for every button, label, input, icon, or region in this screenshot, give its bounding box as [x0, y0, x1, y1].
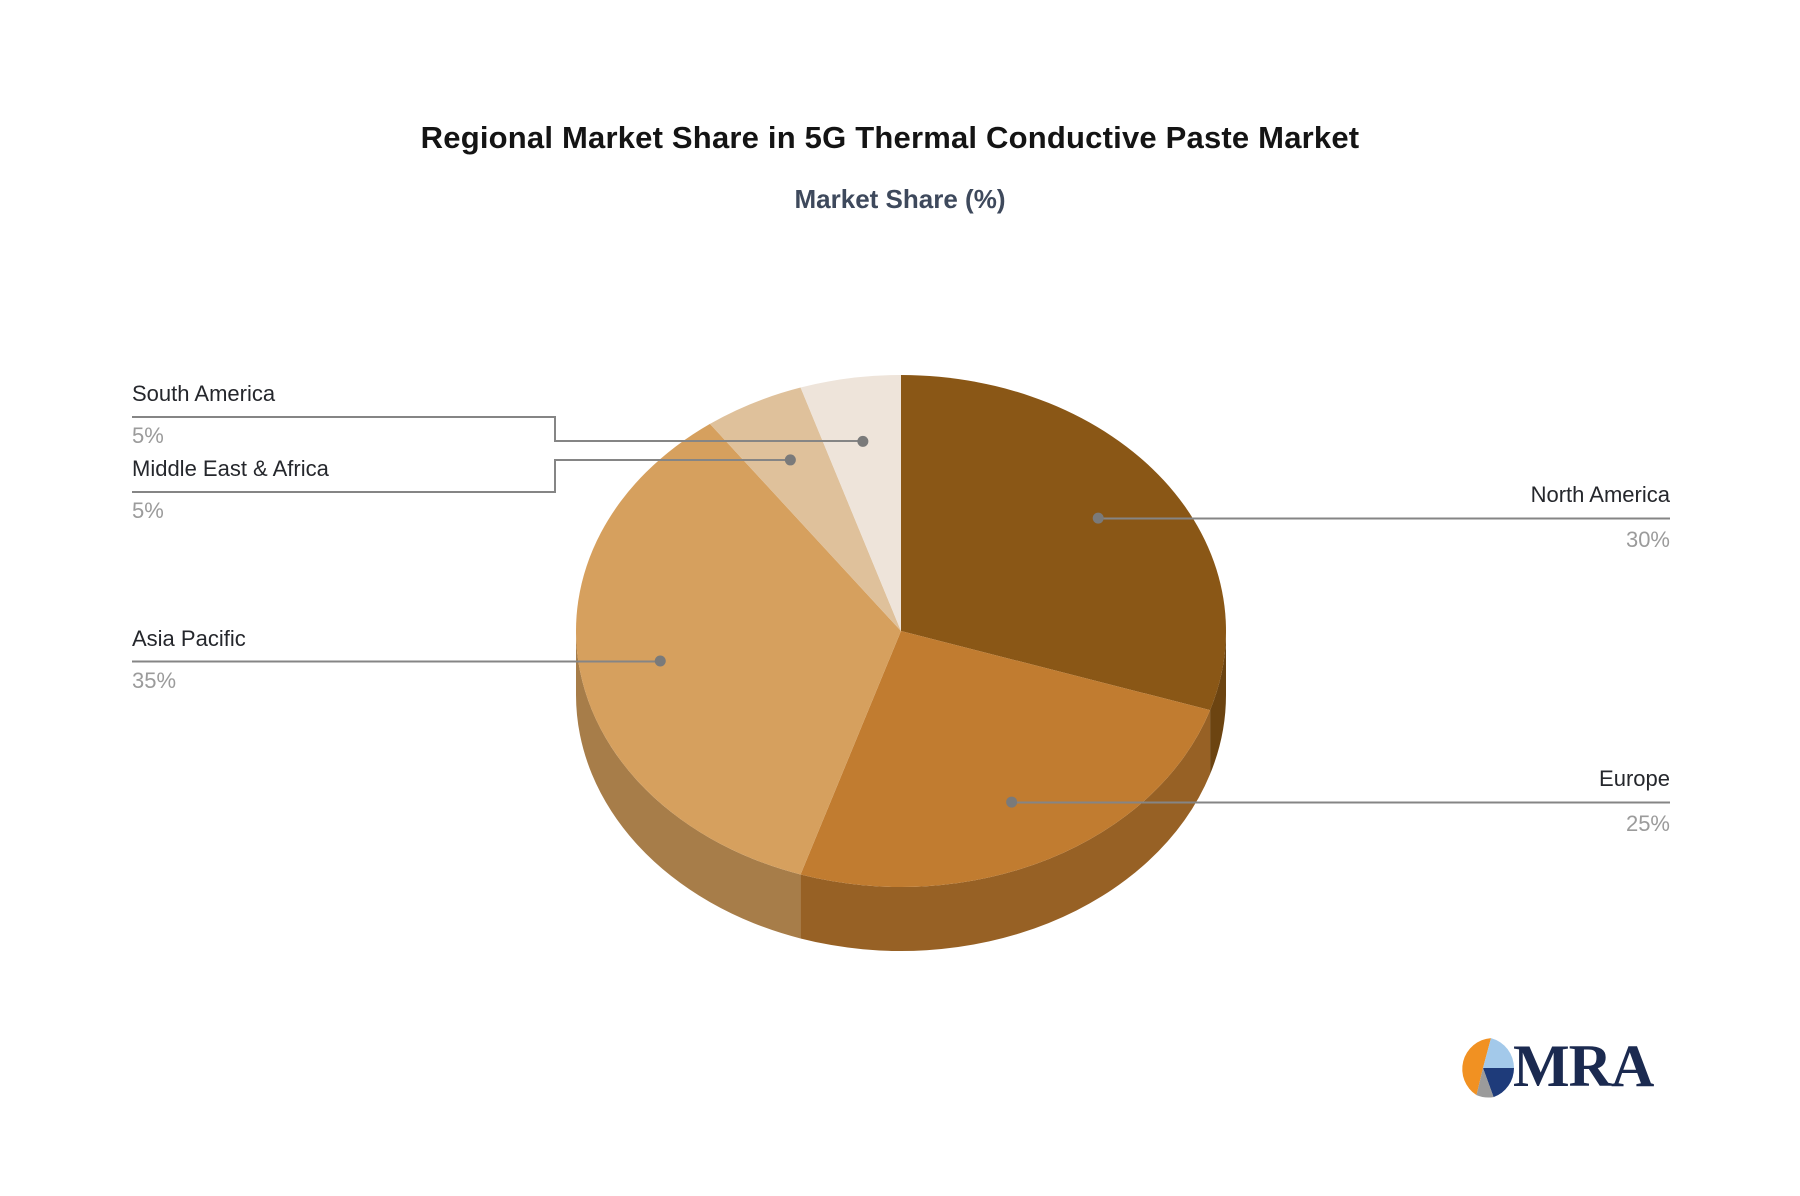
callout-line-south-america — [132, 416, 863, 442]
pie-rim-asia-pacific — [576, 631, 801, 939]
pie-rim-europe — [800, 710, 1211, 951]
pie-slice-europe — [800, 631, 1211, 887]
pie-slice-north-america — [901, 375, 1226, 711]
callout-connectors-group — [132, 416, 1670, 804]
callout-dot-middle-east-africa — [784, 454, 796, 466]
page-subtitle: Market Share (%) — [794, 184, 1006, 214]
logo-slice-navy — [1483, 1068, 1514, 1098]
callout-dot-south-america — [857, 435, 869, 447]
callout-dot-europe — [1006, 796, 1018, 808]
page-title: Regional Market Share in 5G Thermal Cond… — [420, 120, 1360, 155]
callout-dots-group — [654, 435, 1104, 808]
callout-label-europe: Europe — [1599, 766, 1670, 791]
callout-label-middle-east-africa: Middle East & Africa — [132, 456, 329, 481]
pie-rim-north-america — [1210, 631, 1226, 775]
callout-label-south-america: South America — [132, 381, 276, 406]
callout-dot-asia-pacific — [654, 655, 666, 667]
logo-pie-icon — [1462, 1038, 1514, 1098]
callout-percent-middle-east-africa: 5% — [132, 498, 164, 523]
callout-percent-europe: 25% — [1625, 811, 1670, 836]
callout-percent-north-america: 30% — [1625, 527, 1670, 552]
logo-text: MRA — [1513, 1033, 1654, 1099]
logo-slice-gray — [1476, 1068, 1494, 1098]
callout-dot-north-america — [1092, 512, 1104, 524]
pie-slices-group — [576, 375, 1226, 951]
pie-slice-asia-pacific — [576, 423, 901, 875]
callout-label-asia-pacific: Asia Pacific — [132, 626, 246, 651]
logo-slice-orange — [1462, 1038, 1491, 1096]
callout-line-middle-east-africa — [132, 459, 790, 493]
callout-label-north-america: North America — [1530, 482, 1670, 507]
logo-slice-lightblue — [1483, 1038, 1514, 1068]
pie-slice-middle-east-africa — [709, 387, 901, 631]
callout-percent-asia-pacific: 35% — [132, 668, 177, 693]
callout-percent-south-america: 5% — [132, 423, 164, 448]
pie-slice-south-america — [800, 375, 901, 631]
brand-logo: MRA — [1451, 1033, 1671, 1108]
